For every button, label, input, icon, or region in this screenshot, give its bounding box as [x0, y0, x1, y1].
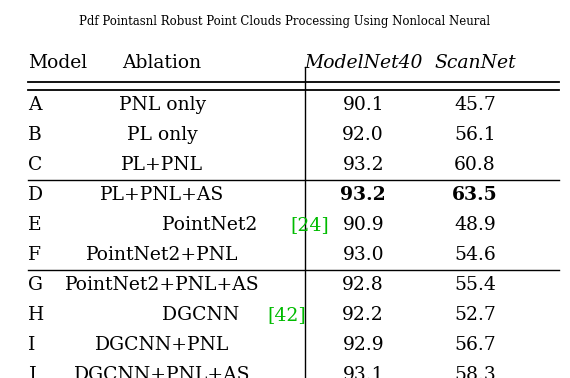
Text: F: F	[28, 246, 41, 264]
Text: 52.7: 52.7	[454, 306, 496, 324]
Text: 92.2: 92.2	[343, 306, 384, 324]
Text: PointNet2: PointNet2	[162, 216, 263, 234]
Text: PNL only: PNL only	[119, 96, 206, 114]
Text: B: B	[28, 126, 42, 144]
Text: 56.7: 56.7	[454, 336, 496, 354]
Text: 93.2: 93.2	[343, 156, 384, 174]
Text: J: J	[28, 366, 36, 378]
Text: 56.1: 56.1	[454, 126, 496, 144]
Text: 55.4: 55.4	[454, 276, 496, 294]
Text: Pdf Pointasnl Robust Point Clouds Processing Using Nonlocal Neural: Pdf Pointasnl Robust Point Clouds Proces…	[79, 15, 491, 28]
Text: Model: Model	[28, 54, 87, 72]
Text: I: I	[28, 336, 35, 354]
Text: 92.9: 92.9	[343, 336, 384, 354]
Text: 93.0: 93.0	[343, 246, 384, 264]
Text: 93.1: 93.1	[343, 366, 384, 378]
Text: 90.9: 90.9	[343, 216, 384, 234]
Text: [42]: [42]	[267, 306, 306, 324]
Text: PL+PNL: PL+PNL	[121, 156, 203, 174]
Text: PL only: PL only	[127, 126, 197, 144]
Text: 48.9: 48.9	[454, 216, 496, 234]
Text: [24]: [24]	[290, 216, 329, 234]
Text: Ablation: Ablation	[123, 54, 202, 72]
Text: ModelNet40: ModelNet40	[304, 54, 422, 72]
Text: A: A	[28, 96, 42, 114]
Text: G: G	[28, 276, 43, 294]
Text: DGCNN: DGCNN	[162, 306, 245, 324]
Text: ScanNet: ScanNet	[434, 54, 516, 72]
Text: 63.5: 63.5	[452, 186, 498, 204]
Text: H: H	[28, 306, 44, 324]
Text: PL+PNL+AS: PL+PNL+AS	[100, 186, 224, 204]
Text: E: E	[28, 216, 42, 234]
Text: DGCNN+PNL+AS: DGCNN+PNL+AS	[74, 366, 250, 378]
Text: D: D	[28, 186, 43, 204]
Text: 45.7: 45.7	[454, 96, 496, 114]
Text: 58.3: 58.3	[454, 366, 496, 378]
Text: 92.0: 92.0	[343, 126, 384, 144]
Text: C: C	[28, 156, 42, 174]
Text: 60.8: 60.8	[454, 156, 496, 174]
Text: 90.1: 90.1	[343, 96, 384, 114]
Text: PointNet2+PNL: PointNet2+PNL	[86, 246, 238, 264]
Text: 93.2: 93.2	[340, 186, 386, 204]
Text: 54.6: 54.6	[454, 246, 496, 264]
Text: PointNet2+PNL+AS: PointNet2+PNL+AS	[65, 276, 259, 294]
Text: DGCNN+PNL: DGCNN+PNL	[95, 336, 229, 354]
Text: 92.8: 92.8	[343, 276, 384, 294]
